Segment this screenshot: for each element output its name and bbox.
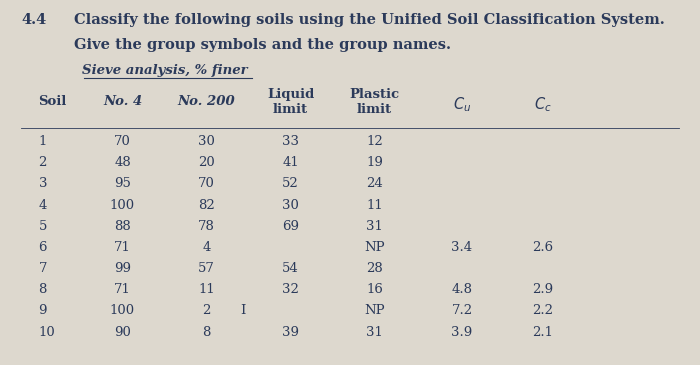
Text: 2.9: 2.9 [532,283,553,296]
Text: 70: 70 [114,135,131,148]
Text: NP: NP [364,304,385,318]
Text: NP: NP [364,241,385,254]
Text: 19: 19 [366,156,383,169]
Text: 20: 20 [198,156,215,169]
Text: 30: 30 [282,199,299,212]
Text: 90: 90 [114,326,131,339]
Text: 24: 24 [366,177,383,191]
Text: 8: 8 [202,326,211,339]
Text: 2.6: 2.6 [532,241,553,254]
Text: 2: 2 [202,304,211,318]
Text: 69: 69 [282,220,299,233]
Text: 99: 99 [114,262,131,275]
Text: $C_c$: $C_c$ [533,95,552,114]
Text: Soil: Soil [38,95,67,108]
Text: 82: 82 [198,199,215,212]
Text: 2: 2 [38,156,47,169]
Text: 71: 71 [114,241,131,254]
Text: 95: 95 [114,177,131,191]
Text: 28: 28 [366,262,383,275]
Text: 30: 30 [198,135,215,148]
Text: 52: 52 [282,177,299,191]
Text: 4.8: 4.8 [452,283,472,296]
Text: 88: 88 [114,220,131,233]
Text: 32: 32 [282,283,299,296]
Text: 6: 6 [38,241,47,254]
Text: 16: 16 [366,283,383,296]
Text: 11: 11 [198,283,215,296]
Text: 3.9: 3.9 [452,326,472,339]
Text: 11: 11 [366,199,383,212]
Text: No. 200: No. 200 [178,95,235,108]
Text: 4.4: 4.4 [21,13,46,27]
Text: Liquid
limit: Liquid limit [267,88,314,116]
Text: 48: 48 [114,156,131,169]
Text: 54: 54 [282,262,299,275]
Text: 4: 4 [38,199,47,212]
Text: No. 4: No. 4 [103,95,142,108]
Text: 33: 33 [282,135,299,148]
Text: 7: 7 [38,262,47,275]
Text: 2.2: 2.2 [532,304,553,318]
Text: I: I [240,304,246,318]
Text: 12: 12 [366,135,383,148]
Text: 3.4: 3.4 [452,241,472,254]
Text: $C_u$: $C_u$ [453,95,471,114]
Text: 1: 1 [38,135,47,148]
Text: 71: 71 [114,283,131,296]
Text: 2.1: 2.1 [532,326,553,339]
Text: 57: 57 [198,262,215,275]
Text: 10: 10 [38,326,55,339]
Text: Give the group symbols and the group names.: Give the group symbols and the group nam… [74,38,451,52]
Text: 39: 39 [282,326,299,339]
Text: 5: 5 [38,220,47,233]
Text: 100: 100 [110,304,135,318]
Text: Classify the following soils using the Unified Soil Classification System.: Classify the following soils using the U… [74,13,664,27]
Text: 70: 70 [198,177,215,191]
Text: 7.2: 7.2 [452,304,472,318]
Text: Sieve analysis, % finer: Sieve analysis, % finer [82,64,247,77]
Text: 31: 31 [366,326,383,339]
Text: 8: 8 [38,283,47,296]
Text: 78: 78 [198,220,215,233]
Text: Plastic
limit: Plastic limit [349,88,400,116]
Text: 100: 100 [110,199,135,212]
Text: 4: 4 [202,241,211,254]
Text: 9: 9 [38,304,47,318]
Text: 41: 41 [282,156,299,169]
Text: 3: 3 [38,177,47,191]
Text: 31: 31 [366,220,383,233]
